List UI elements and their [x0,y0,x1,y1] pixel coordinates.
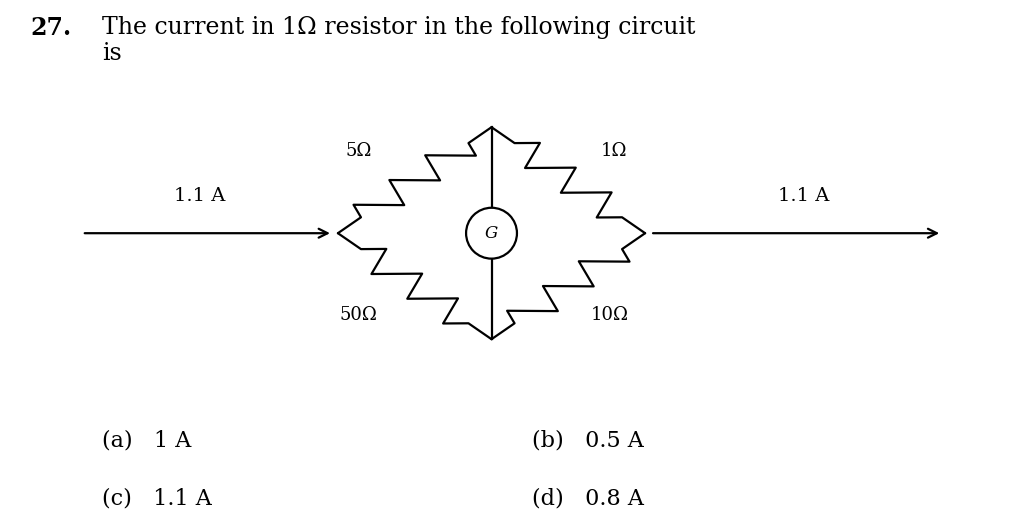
Text: 10Ω: 10Ω [590,306,629,324]
Text: (a)   1 A: (a) 1 A [102,429,191,452]
Text: 1Ω: 1Ω [601,142,628,160]
Text: 50Ω: 50Ω [340,306,377,324]
Ellipse shape [466,208,517,259]
Text: The current in 1Ω resistor in the following circuit
is: The current in 1Ω resistor in the follow… [102,16,696,66]
Text: (b)   0.5 A: (b) 0.5 A [532,429,644,452]
Text: 1.1 A: 1.1 A [174,187,225,205]
Text: (d)   0.8 A: (d) 0.8 A [532,488,644,510]
Text: 27.: 27. [31,16,72,40]
Text: 1.1 A: 1.1 A [778,187,829,205]
Text: 5Ω: 5Ω [345,142,372,160]
Text: (c)   1.1 A: (c) 1.1 A [102,488,212,510]
Text: G: G [485,225,498,242]
